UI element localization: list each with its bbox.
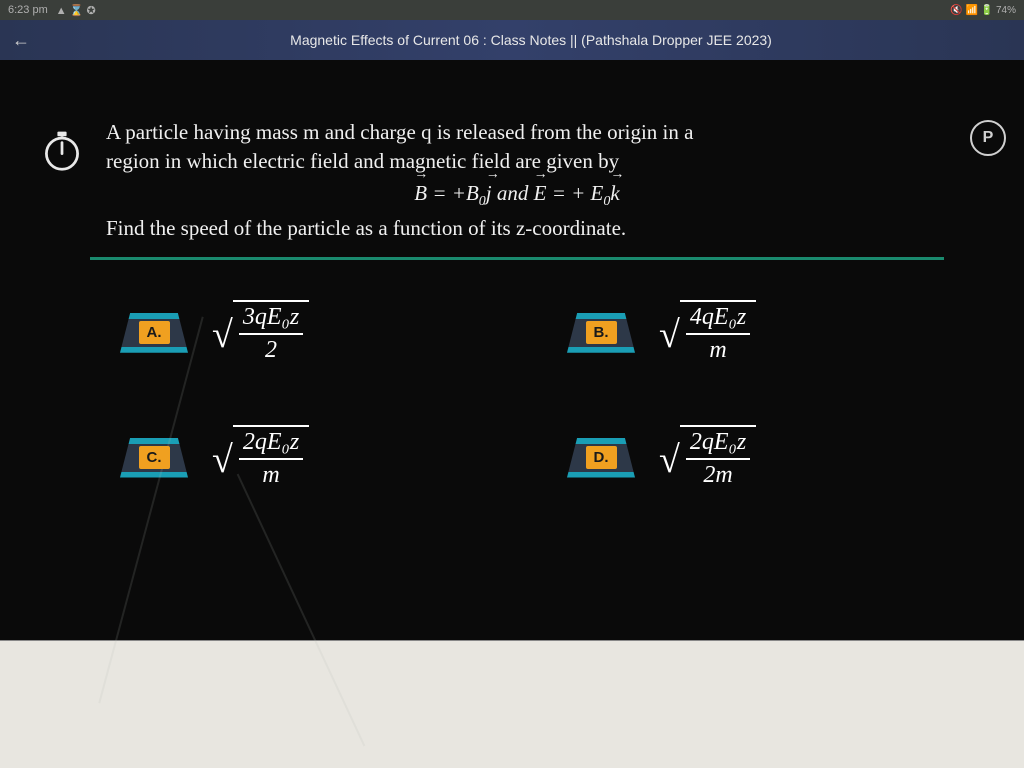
option-d[interactable]: D. √ 2qE₀z 2m [567, 425, 934, 490]
option-c[interactable]: C. √ 2qE₀z m [120, 425, 487, 490]
option-marker-icon: B. [567, 313, 635, 353]
option-marker-icon: A. [120, 313, 188, 353]
status-left-icons: ▲ ⌛ ✪ [56, 4, 96, 17]
option-d-formula: √ 2qE₀z 2m [659, 425, 756, 490]
option-b-formula: √ 4qE₀z m [659, 300, 756, 365]
question-line-2: region in which electric field and magne… [106, 147, 928, 176]
pv-badge-icon: P [970, 120, 1006, 156]
sqrt-icon: √ [659, 438, 680, 482]
option-c-formula: √ 2qE₀z m [212, 425, 309, 490]
status-bar: 6:23 pm ▲ ⌛ ✪ 🔇 📶 🔋 74% [0, 0, 1024, 20]
question-line-3: Find the speed of the particle as a func… [106, 214, 928, 243]
option-b[interactable]: B. √ 4qE₀z m [567, 300, 934, 365]
equation-b-vector: B [414, 181, 427, 206]
sqrt-icon: √ [659, 313, 680, 357]
equation-e-vector: E [534, 181, 547, 206]
option-a[interactable]: A. √ 3qE₀z 2 [120, 300, 487, 365]
sqrt-icon: √ [212, 313, 233, 357]
app-header: ← Magnetic Effects of Current 06 : Class… [0, 20, 1024, 60]
status-right-icons: 🔇 📶 🔋 74% [950, 5, 1016, 16]
stopwatch-icon [40, 128, 84, 172]
pv-badge-label: P [983, 129, 994, 147]
option-d-label: D. [586, 446, 617, 469]
question-box: A particle having mass m and charge q is… [90, 110, 944, 260]
desk-surface [0, 640, 1024, 768]
option-a-formula: √ 3qE₀z 2 [212, 300, 309, 365]
sqrt-icon: √ [212, 438, 233, 482]
back-button[interactable]: ← [12, 30, 30, 51]
option-marker-icon: D. [567, 438, 635, 478]
option-c-label: C. [139, 446, 170, 469]
status-time: 6:23 pm [8, 4, 48, 16]
options-grid: A. √ 3qE₀z 2 B. √ 4qE₀z m [120, 300, 934, 490]
slide-content: P A particle having mass m and charge q … [0, 60, 1024, 640]
option-marker-icon: C. [120, 438, 188, 478]
question-equation: B = +B0 j and E = + E0 k [106, 181, 928, 210]
option-a-label: A. [139, 321, 170, 344]
question-line-1: A particle having mass m and charge q is… [106, 118, 928, 147]
option-b-label: B. [586, 321, 617, 344]
page-title: Magnetic Effects of Current 06 : Class N… [50, 32, 1012, 48]
